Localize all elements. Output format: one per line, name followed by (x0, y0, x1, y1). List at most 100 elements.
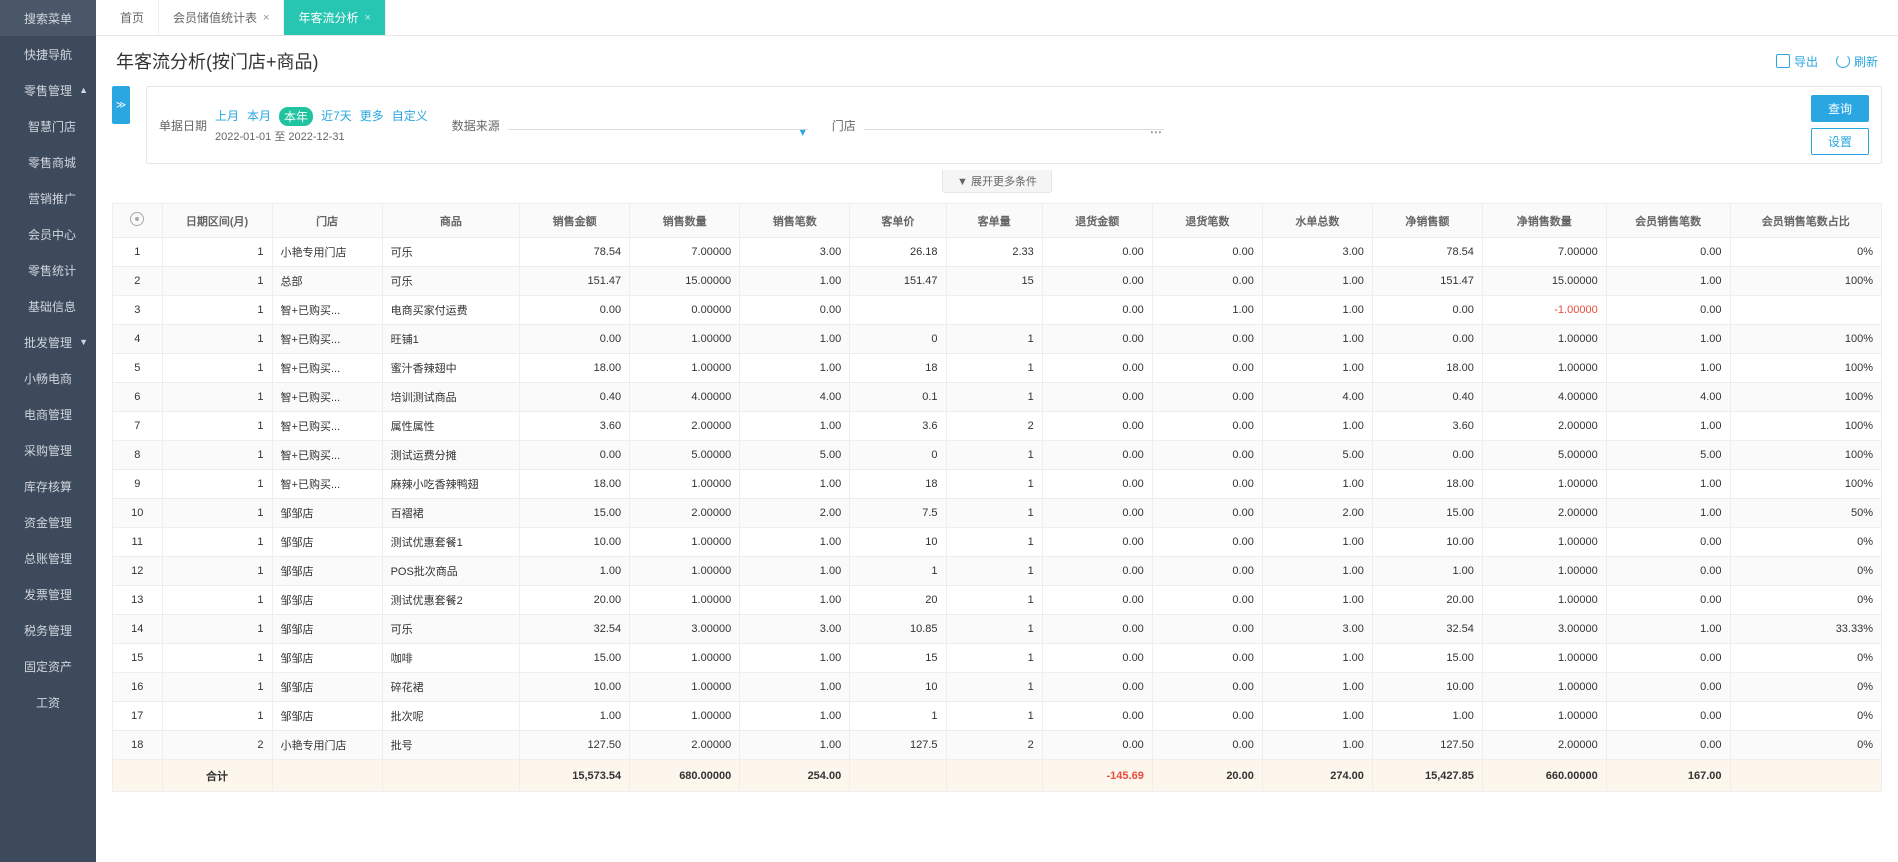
table-cell: 1.00 (740, 644, 850, 673)
sidebar-item[interactable]: 搜索菜单 (0, 0, 96, 36)
table-header[interactable]: 销售数量 (630, 204, 740, 238)
table-row[interactable]: 61智+已购买...培训测试商品0.404.000004.000.110.000… (113, 383, 1882, 412)
table-row[interactable]: 71智+已购买...属性属性3.602.000001.003.620.000.0… (113, 412, 1882, 441)
sidebar-item[interactable]: 快捷导航 (0, 36, 96, 72)
table-header[interactable]: 退货金额 (1042, 204, 1152, 238)
table-row[interactable]: 91智+已购买...麻辣小吃香辣鸭翅18.001.000001.001810.0… (113, 470, 1882, 499)
table-header[interactable]: 水单总数 (1262, 204, 1372, 238)
collapse-filter-button[interactable]: ≫ (112, 86, 130, 124)
table-row[interactable]: 21总部可乐151.4715.000001.00151.47150.000.00… (113, 267, 1882, 296)
table-cell: 1 (162, 644, 272, 673)
table-cell: 1 (162, 557, 272, 586)
sidebar-item[interactable]: 零售管理▲ (0, 72, 96, 108)
date-quick-option[interactable]: 近7天 (321, 107, 352, 126)
table-cell: 18.00 (520, 354, 630, 383)
table-row[interactable]: 121邹邹店POS批次商品1.001.000001.00110.000.001.… (113, 557, 1882, 586)
refresh-button[interactable]: 刷新 (1836, 53, 1878, 70)
sidebar-item[interactable]: 采购管理 (0, 432, 96, 468)
table-cell: 小艳专用门店 (272, 238, 382, 267)
table-cell: 18.00 (1372, 470, 1482, 499)
sidebar-item[interactable]: 发票管理 (0, 576, 96, 612)
store-input[interactable] (864, 121, 1164, 130)
date-filter: 单据日期 上月本月本年近7天更多自定义 2022-01-01 至 2022-12… (159, 107, 428, 144)
settings-button[interactable]: 设置 (1811, 128, 1869, 155)
table-cell: 2.00000 (630, 731, 740, 760)
export-button[interactable]: 导出 (1776, 53, 1818, 70)
sidebar-item[interactable]: 工资 (0, 684, 96, 720)
table-row[interactable]: 31智+已购买...电商买家付运费0.000.000000.000.001.00… (113, 296, 1882, 325)
table-header[interactable]: 退货笔数 (1152, 204, 1262, 238)
table-header[interactable]: 日期区间(月) (162, 204, 272, 238)
sidebar-item[interactable]: 固定资产 (0, 648, 96, 684)
table-cell: 1.00000 (1482, 557, 1606, 586)
table-row[interactable]: 182小艳专用门店批号127.502.000001.00127.520.000.… (113, 731, 1882, 760)
table-header[interactable]: 净销售额 (1372, 204, 1482, 238)
datasource-input[interactable] (508, 121, 808, 130)
table-cell: 1 (850, 702, 946, 731)
table-header[interactable]: 客单价 (850, 204, 946, 238)
sidebar-item[interactable]: 智慧门店 (0, 108, 96, 144)
table-row[interactable]: 141邹邹店可乐32.543.000003.0010.8510.000.003.… (113, 615, 1882, 644)
table-row[interactable]: 41智+已购买...旺铺10.001.000001.00010.000.001.… (113, 325, 1882, 354)
table-cell: 0.00 (520, 296, 630, 325)
date-quick-option[interactable]: 自定义 (392, 107, 428, 126)
tab[interactable]: 年客流分析× (284, 0, 385, 35)
table-header[interactable]: 净销售数量 (1482, 204, 1606, 238)
sidebar-item[interactable]: 零售商城 (0, 144, 96, 180)
table-cell: 0.00 (1606, 731, 1730, 760)
total-cell: -145.69 (1042, 760, 1152, 792)
sidebar-item[interactable]: 基础信息 (0, 288, 96, 324)
table-settings-header[interactable] (113, 204, 163, 238)
table-header[interactable]: 商品 (382, 204, 520, 238)
table-cell: 可乐 (382, 615, 520, 644)
query-button[interactable]: 查询 (1811, 95, 1869, 122)
sidebar-item[interactable]: 批发管理▼ (0, 324, 96, 360)
table-row[interactable]: 51智+已购买...蜜汁香辣翅中18.001.000001.001810.000… (113, 354, 1882, 383)
table-row[interactable]: 101邹邹店百褶裙15.002.000002.007.510.000.002.0… (113, 499, 1882, 528)
table-header[interactable]: 门店 (272, 204, 382, 238)
table-row[interactable]: 111邹邹店测试优惠套餐110.001.000001.001010.000.00… (113, 528, 1882, 557)
sidebar-item[interactable]: 税务管理 (0, 612, 96, 648)
expand-filters-button[interactable]: ▼ 展开更多条件 (942, 170, 1052, 193)
sidebar-item[interactable]: 小畅电商 (0, 360, 96, 396)
date-quick-option[interactable]: 本月 (247, 107, 271, 126)
row-number: 11 (113, 528, 163, 557)
table-header[interactable]: 销售金额 (520, 204, 630, 238)
date-quick-option[interactable]: 更多 (360, 107, 384, 126)
table-row[interactable]: 171邹邹店批次呢1.001.000001.00110.000.001.001.… (113, 702, 1882, 731)
table-cell: 智+已购买... (272, 470, 382, 499)
tab[interactable]: 会员储值统计表× (159, 0, 284, 35)
table-row[interactable]: 131邹邹店测试优惠套餐220.001.000001.002010.000.00… (113, 586, 1882, 615)
tab[interactable]: 首页 (106, 0, 159, 35)
table-cell: 1 (162, 267, 272, 296)
table-cell: 1 (162, 441, 272, 470)
table-header[interactable]: 客单量 (946, 204, 1042, 238)
sidebar-item[interactable]: 零售统计 (0, 252, 96, 288)
table-header[interactable]: 销售笔数 (740, 204, 850, 238)
table-cell: 100% (1730, 354, 1882, 383)
table-cell: 1.00 (1606, 325, 1730, 354)
sidebar-item[interactable]: 电商管理 (0, 396, 96, 432)
sidebar-item[interactable]: 营销推广 (0, 180, 96, 216)
close-icon[interactable]: × (263, 12, 269, 24)
table-cell: 0.00 (1152, 702, 1262, 731)
date-quick-option[interactable]: 本年 (279, 107, 313, 126)
table-row[interactable]: 11小艳专用门店可乐78.547.000003.0026.182.330.000… (113, 238, 1882, 267)
table-header[interactable]: 会员销售笔数占比 (1730, 204, 1882, 238)
sidebar-item[interactable]: 会员中心 (0, 216, 96, 252)
table-scroll[interactable]: 日期区间(月)门店商品销售金额销售数量销售笔数客单价客单量退货金额退货笔数水单总… (96, 203, 1898, 862)
table-cell: 1.00 (1262, 673, 1372, 702)
sidebar-item[interactable]: 总账管理 (0, 540, 96, 576)
sidebar-item[interactable]: 库存核算 (0, 468, 96, 504)
filter-bar: 单据日期 上月本月本年近7天更多自定义 2022-01-01 至 2022-12… (146, 86, 1882, 164)
table-row[interactable]: 151邹邹店咖啡15.001.000001.001510.000.001.001… (113, 644, 1882, 673)
table-row[interactable]: 81智+已购买...测试运费分摊0.005.000005.00010.000.0… (113, 441, 1882, 470)
date-quick-option[interactable]: 上月 (215, 107, 239, 126)
close-icon[interactable]: × (364, 12, 370, 24)
table-cell: 3.00 (1262, 238, 1372, 267)
table-cell: 5.00 (740, 441, 850, 470)
table-row[interactable]: 161邹邹店碎花裙10.001.000001.001010.000.001.00… (113, 673, 1882, 702)
table-cell: 1.00 (1606, 412, 1730, 441)
table-header[interactable]: 会员销售笔数 (1606, 204, 1730, 238)
sidebar-item[interactable]: 资金管理 (0, 504, 96, 540)
